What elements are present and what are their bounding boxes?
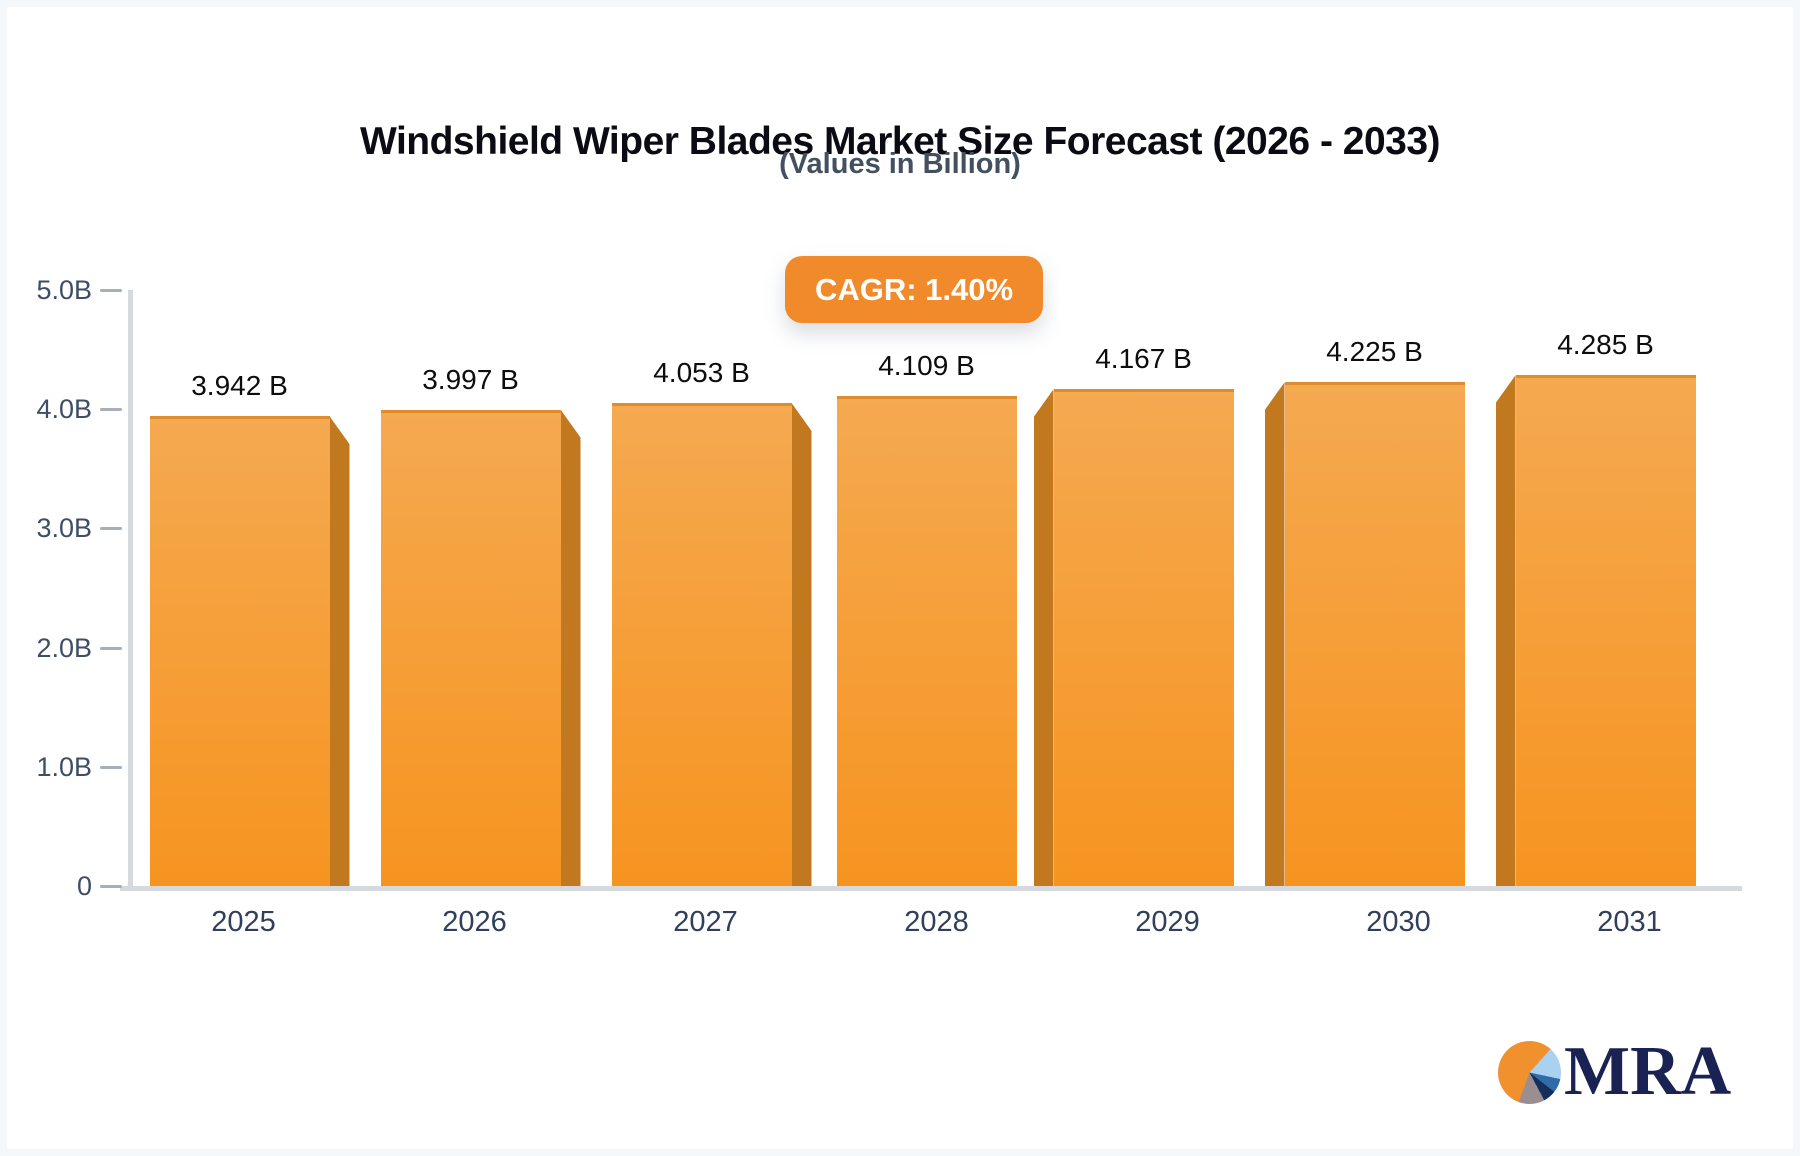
- brand-logo: MRA: [1498, 1034, 1731, 1110]
- y-axis-tick-label: 0: [76, 871, 92, 901]
- bar-side-face: [1033, 389, 1054, 886]
- y-axis-tick-mark: [100, 408, 122, 412]
- y-axis-tick-label: 5.0B: [36, 275, 92, 305]
- cagr-badge: CAGR: 1.40%: [785, 256, 1043, 323]
- x-axis-category-label: 2027: [673, 906, 738, 938]
- x-axis-category-label: 2025: [211, 906, 276, 938]
- bar-side-face: [1495, 375, 1516, 886]
- bar-side-face: [791, 402, 812, 886]
- bar-value-label: 4.167 B: [1095, 343, 1192, 375]
- bar: [1053, 389, 1234, 886]
- bar-value-label: 3.942 B: [191, 370, 288, 402]
- y-axis-tick-mark: [100, 289, 122, 292]
- bar-side-face: [1264, 382, 1285, 886]
- bar-value-label: 4.285 B: [1557, 329, 1654, 361]
- x-axis-category-label: 2031: [1597, 906, 1662, 938]
- chart-subtitle: (Values in Billion): [779, 148, 1021, 180]
- bar-value-label: 4.109 B: [878, 350, 975, 382]
- y-axis-line: [128, 290, 133, 888]
- y-axis-tick-mark: [100, 646, 122, 650]
- bar-value-label: 4.053 B: [653, 356, 750, 388]
- bar-value-label: 3.997 B: [422, 363, 519, 395]
- bar: [611, 402, 792, 886]
- x-axis-category-label: 2028: [904, 906, 969, 938]
- bar: [149, 416, 330, 886]
- pie-chart-icon: [1498, 1040, 1561, 1104]
- x-axis-line: [120, 886, 1742, 891]
- bar-value-label: 4.225 B: [1326, 336, 1423, 368]
- y-axis-tick-label: 1.0B: [36, 751, 92, 782]
- bar: [1515, 375, 1696, 886]
- x-axis-category-label: 2030: [1366, 906, 1431, 938]
- bar-side-face: [329, 416, 350, 886]
- y-axis-tick-label: 4.0B: [36, 394, 92, 425]
- bar: [1284, 382, 1465, 886]
- chart-title: Windshield Wiper Blades Market Size Fore…: [359, 120, 1441, 164]
- y-axis-tick-label: 2.0B: [36, 632, 92, 663]
- y-axis-tick-mark: [100, 885, 122, 888]
- x-axis-category-label: 2026: [442, 906, 507, 938]
- bar: [836, 396, 1017, 886]
- bar-side-face: [560, 409, 581, 886]
- y-axis-tick-label: 3.0B: [36, 513, 92, 544]
- y-axis-tick-mark: [100, 527, 122, 531]
- x-axis-category-label: 2029: [1135, 906, 1200, 938]
- bar: [380, 409, 561, 886]
- brand-name: MRA: [1564, 1033, 1732, 1110]
- y-axis-tick-mark: [100, 765, 122, 769]
